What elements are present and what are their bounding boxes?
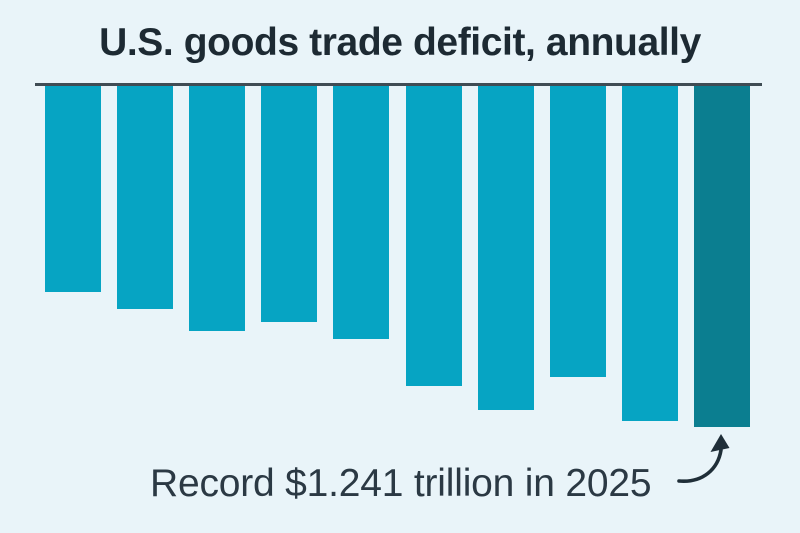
annotation-arrow-icon (677, 434, 730, 483)
bar-2021 (405, 86, 462, 386)
bar-2023 (549, 86, 606, 377)
bar-2016 (45, 86, 101, 292)
bar-2020 (333, 86, 390, 339)
bar-2019 (261, 86, 318, 322)
bar-2022 (477, 86, 534, 410)
bar-2018 (189, 86, 246, 331)
chart-title: U.S. goods trade deficit, annually (99, 21, 701, 64)
record-annotation: Record $1.241 trillion in 2025 (150, 462, 652, 505)
zero-baseline (35, 83, 762, 86)
bar-2017 (117, 86, 174, 309)
bar-group (45, 86, 750, 446)
bar-2025 (693, 86, 750, 427)
bar-2024 (621, 86, 678, 421)
